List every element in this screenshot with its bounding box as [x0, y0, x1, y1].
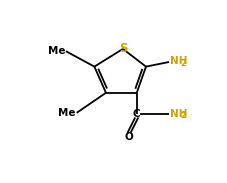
Text: S: S	[119, 42, 127, 55]
Text: Me: Me	[48, 46, 65, 56]
Text: O: O	[125, 132, 133, 142]
Text: Me: Me	[58, 108, 76, 118]
Text: NH: NH	[170, 56, 187, 66]
Text: C: C	[132, 109, 140, 119]
Text: 2: 2	[181, 111, 187, 120]
Text: 2: 2	[181, 59, 187, 68]
Text: NH: NH	[170, 109, 187, 119]
